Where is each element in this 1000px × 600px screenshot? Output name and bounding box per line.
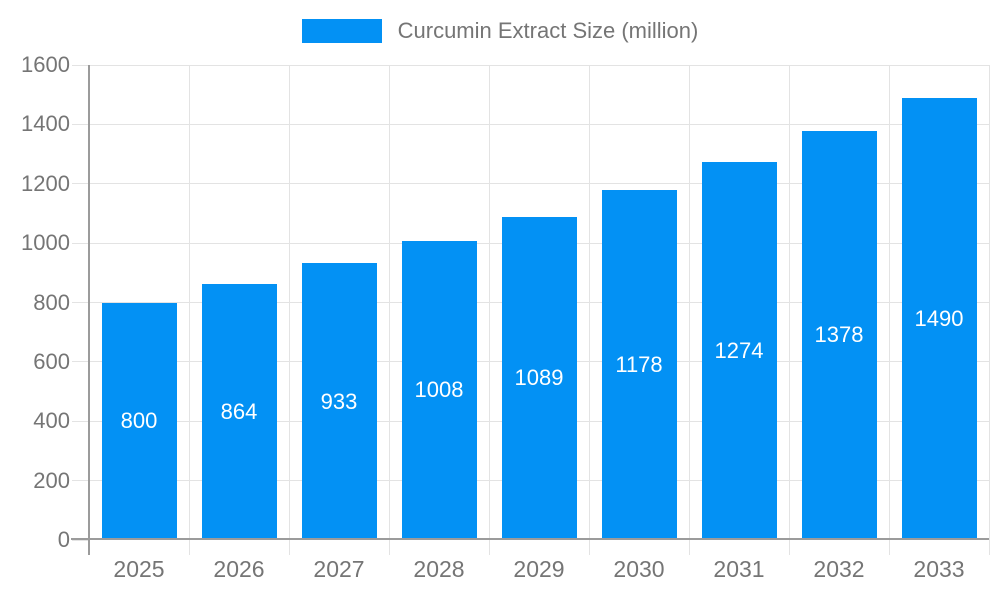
x-axis-tick — [388, 540, 390, 555]
y-axis-tick — [72, 123, 89, 125]
y-axis-tick — [72, 242, 89, 244]
gridline-vertical — [688, 65, 690, 540]
x-axis-tick-label: 2032 — [813, 556, 865, 582]
x-axis-tick — [888, 540, 890, 555]
bar-value-label: 1089 — [514, 365, 564, 391]
legend-item[interactable]: Curcumin Extract Size (million) — [301, 18, 699, 44]
bar-value-label: 1490 — [914, 305, 964, 331]
y-axis-tick-label: 200 — [33, 467, 70, 493]
gridline-vertical — [588, 65, 590, 540]
bar — [901, 97, 977, 540]
y-axis-tick — [72, 302, 89, 303]
gridline-vertical — [988, 65, 990, 540]
y-axis-tick — [72, 183, 89, 185]
gridline-vertical — [488, 65, 490, 540]
x-axis-tick — [188, 540, 190, 555]
bar-value-label: 1178 — [615, 352, 663, 378]
x-axis-tick-label: 2030 — [613, 556, 665, 582]
x-axis-tick — [988, 540, 990, 555]
x-axis-line — [71, 538, 989, 540]
x-axis-tick-label: 2029 — [513, 556, 565, 582]
x-axis-tick-label: 2025 — [113, 556, 165, 582]
bar-value-label: 1274 — [714, 337, 764, 363]
bar-value-label: 800 — [120, 408, 158, 434]
x-axis-tick-label: 2028 — [413, 556, 465, 582]
x-axis-tick — [488, 540, 490, 555]
x-axis-tick — [688, 540, 690, 555]
gridline-horizontal — [89, 183, 989, 185]
y-axis-tick-label: 800 — [33, 289, 70, 315]
y-axis-tick-label: 1400 — [21, 111, 70, 137]
bar — [301, 263, 377, 540]
y-axis-tick-label: 600 — [33, 348, 70, 374]
bar — [401, 240, 477, 540]
y-axis-tick — [72, 420, 89, 422]
gridline-horizontal — [89, 123, 989, 125]
bar — [801, 130, 877, 540]
bar-value-label: 933 — [320, 388, 358, 414]
gridline-vertical — [888, 65, 890, 540]
gridline-horizontal — [89, 64, 989, 66]
x-axis-tick — [588, 540, 590, 555]
legend: Curcumin Extract Size (million) — [0, 18, 1000, 44]
bar-value-label: 1378 — [814, 322, 864, 348]
y-axis-tick — [72, 361, 89, 363]
x-axis-tick — [788, 540, 790, 555]
x-axis-tick-label: 2027 — [313, 556, 365, 582]
bar — [501, 216, 577, 540]
gridline-vertical — [788, 65, 790, 540]
bar-value-label: 864 — [220, 398, 258, 424]
plot-area: 0 200 400 600 800 1000 1200 1400 1600 800 2025 864 2… — [21, 52, 990, 582]
gridline-vertical — [188, 65, 190, 540]
bar-value-label: 1008 — [414, 377, 464, 403]
y-axis-tick-label: 0 — [57, 527, 70, 552]
y-axis-tick-label: 1000 — [21, 230, 70, 256]
y-axis-tick — [72, 480, 89, 482]
y-axis-tick-label: 400 — [33, 408, 70, 434]
bar — [101, 302, 177, 540]
gridline-vertical — [388, 65, 390, 540]
x-axis-tick — [288, 540, 290, 555]
x-axis-tick-label: 2026 — [213, 556, 265, 582]
bar — [601, 190, 677, 540]
y-axis-line — [88, 65, 90, 555]
gridline-vertical — [288, 65, 290, 540]
y-axis-tick — [72, 539, 89, 541]
legend-label: Curcumin Extract Size (million) — [397, 18, 699, 43]
y-axis-tick — [72, 64, 89, 66]
x-axis-tick-label: 2033 — [913, 556, 965, 582]
bar — [701, 161, 777, 540]
legend-swatch-icon — [301, 19, 382, 43]
y-axis-tick-label: 1200 — [21, 170, 70, 196]
y-axis-tick-label: 1600 — [21, 52, 70, 77]
bar — [201, 283, 277, 540]
x-axis-tick-label: 2031 — [713, 556, 765, 582]
